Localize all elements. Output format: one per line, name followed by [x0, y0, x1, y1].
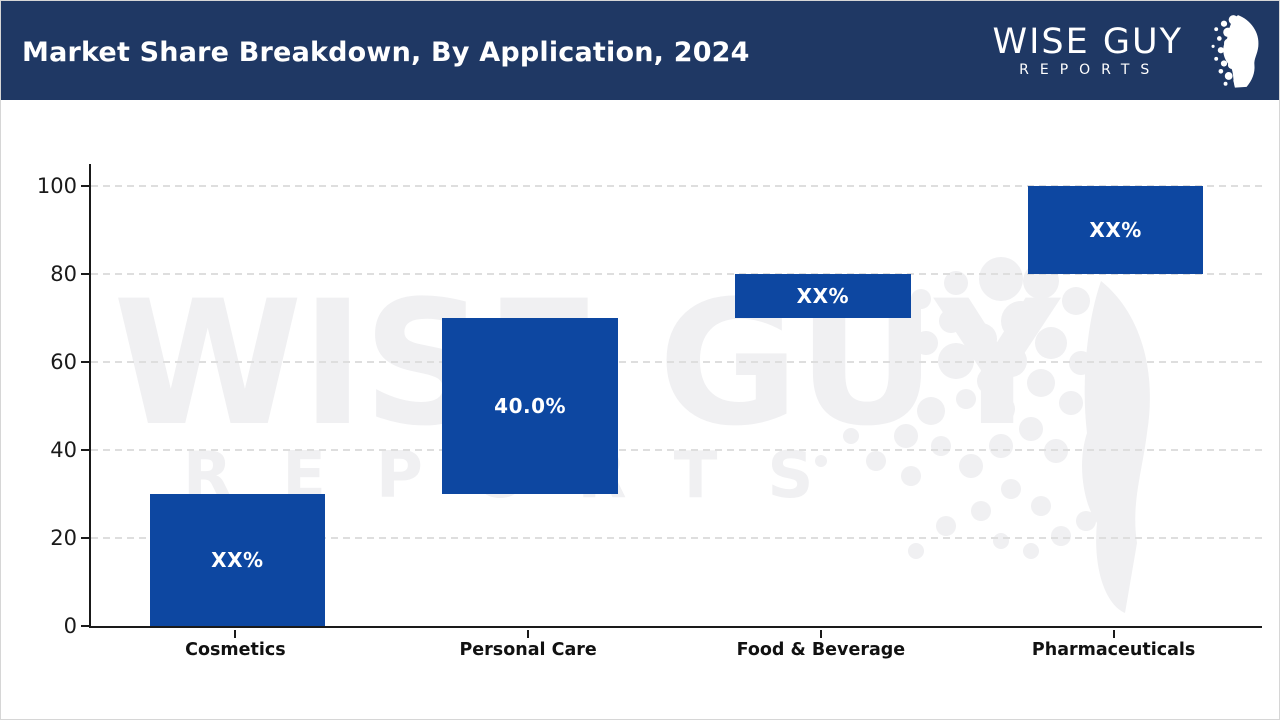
- y-tick-label: 20: [50, 526, 77, 550]
- bar: XX%: [735, 274, 911, 318]
- bar-value-label: XX%: [796, 284, 850, 308]
- gridline: [91, 361, 1262, 363]
- page-title: Market Share Breakdown, By Application, …: [22, 37, 750, 68]
- y-tick: [81, 537, 90, 539]
- y-tick-label: 40: [50, 438, 77, 462]
- y-tick-label: 60: [50, 350, 77, 374]
- bar: XX%: [1027, 186, 1204, 274]
- category-label: Pharmaceuticals: [1031, 640, 1196, 660]
- brand-logo: WISE GUY REPORTS: [992, 7, 1263, 95]
- bar-value-label: XX%: [211, 548, 264, 572]
- x-tick: [527, 630, 530, 638]
- y-tick: [81, 185, 90, 187]
- bar-value-label: 40.0%: [494, 394, 567, 418]
- logo-wordmark: WISE GUY: [992, 22, 1183, 63]
- category-label: Personal Care: [459, 640, 597, 660]
- category-label: Food & Beverage: [736, 640, 906, 660]
- y-tick: [81, 625, 90, 627]
- header: Market Share Breakdown, By Application, …: [1, 1, 1279, 100]
- bar-value-label: XX%: [1089, 218, 1142, 242]
- y-tick-label: 80: [50, 262, 77, 286]
- logo-text: WISE GUY REPORTS: [992, 24, 1183, 78]
- logo-head-icon: [1211, 15, 1259, 88]
- y-tick: [81, 273, 90, 275]
- bar: XX%: [149, 494, 326, 626]
- y-tick-label: 100: [36, 174, 77, 198]
- gridline: [91, 273, 1262, 275]
- x-tick: [819, 630, 822, 638]
- logo-subtitle: REPORTS: [1019, 61, 1161, 78]
- bar: 40.0%: [442, 318, 618, 494]
- x-tick: [234, 630, 237, 638]
- category-label: Cosmetics: [185, 640, 286, 660]
- gridline: [91, 537, 1262, 539]
- y-tick: [81, 361, 90, 363]
- y-tick-label: 0: [63, 614, 77, 638]
- gridline: [91, 185, 1262, 187]
- gridline: [91, 449, 1262, 451]
- y-tick: [81, 449, 90, 451]
- plot-area: XX% 40.0% XX% XX%: [89, 164, 1262, 628]
- x-tick: [1112, 630, 1115, 638]
